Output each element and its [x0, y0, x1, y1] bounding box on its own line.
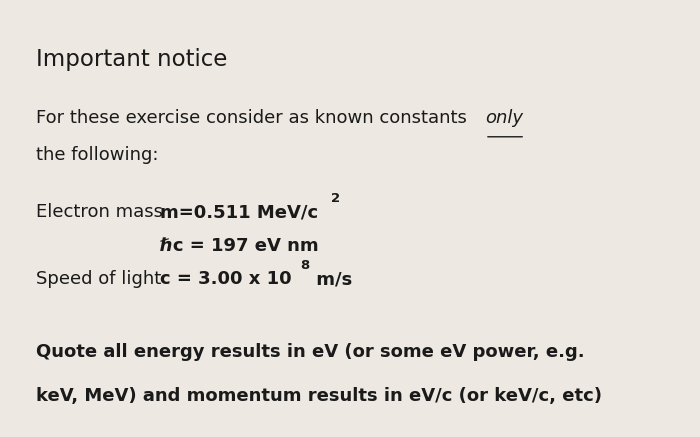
Text: only: only: [485, 109, 523, 127]
Text: Electron mass: Electron mass: [36, 203, 174, 221]
Text: 8: 8: [301, 259, 310, 272]
Text: c = 3.00 x 10: c = 3.00 x 10: [160, 270, 291, 288]
Text: For these exercise consider as known constants: For these exercise consider as known con…: [36, 109, 472, 127]
Text: Important notice: Important notice: [36, 48, 227, 71]
Text: ℏc = 197 eV nm: ℏc = 197 eV nm: [160, 237, 318, 255]
Text: 2: 2: [331, 192, 340, 205]
Text: Speed of light: Speed of light: [36, 270, 172, 288]
Text: the following:: the following:: [36, 146, 158, 164]
Text: m=0.511 MeV/c: m=0.511 MeV/c: [160, 203, 318, 221]
Text: m/s: m/s: [310, 270, 353, 288]
Text: keV, MeV) and momentum results in eV/c (or keV/c, etc): keV, MeV) and momentum results in eV/c (…: [36, 387, 601, 405]
Text: Quote all energy results in eV (or some eV power, e.g.: Quote all energy results in eV (or some …: [36, 343, 584, 361]
